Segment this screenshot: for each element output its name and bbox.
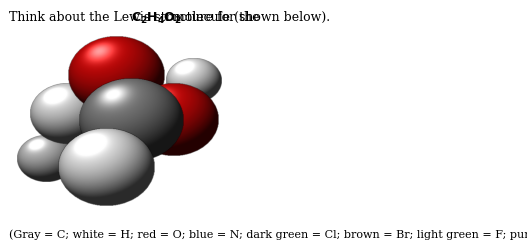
Text: Think about the Lewis structure for the: Think about the Lewis structure for the [9, 11, 264, 24]
Text: molecule (shown below).: molecule (shown below). [169, 11, 330, 24]
Text: $\mathbf{C_2H_4O_2}$: $\mathbf{C_2H_4O_2}$ [131, 11, 182, 26]
Text: (Gray = C; white = H; red = O; blue = N; dark green = Cl; brown = Br; light gree: (Gray = C; white = H; red = O; blue = N;… [9, 230, 527, 240]
